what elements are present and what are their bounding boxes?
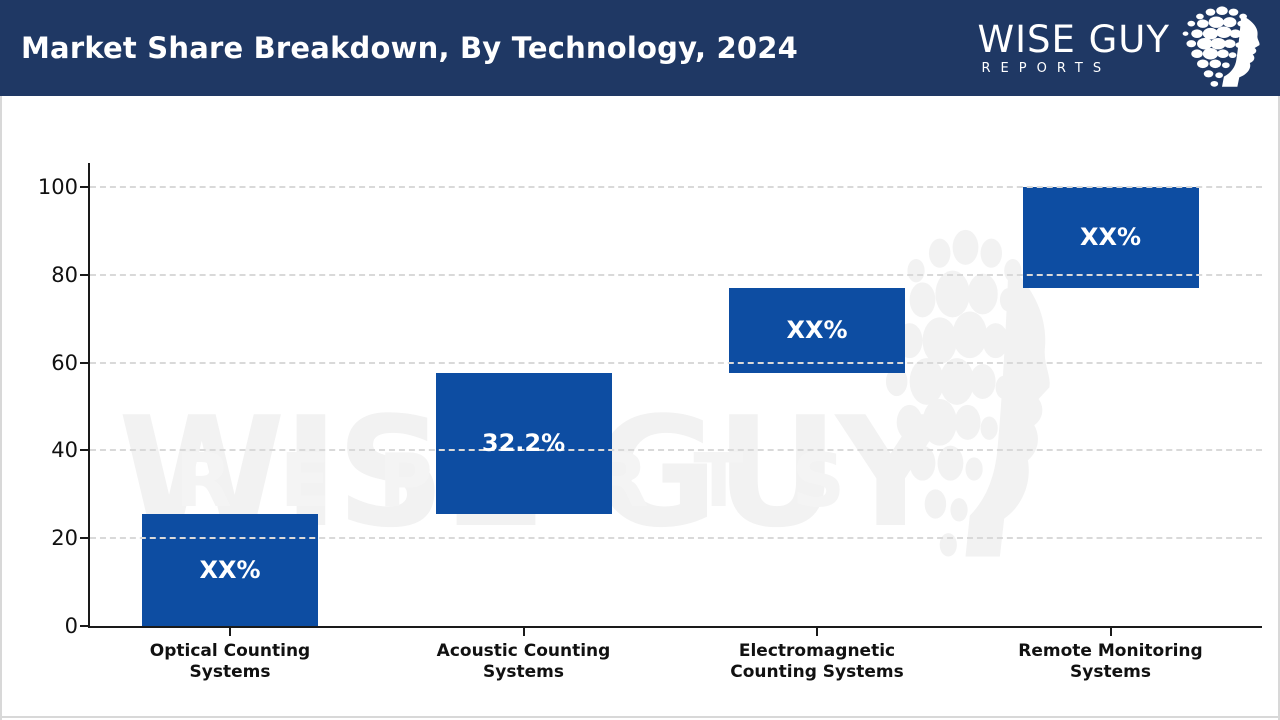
- wiseguy-head-icon: [1182, 6, 1260, 87]
- x-tick-mark: [1109, 628, 1112, 636]
- gridline: [90, 361, 1262, 364]
- category-label: Remote Monitoring Systems: [1018, 641, 1203, 683]
- y-tick-mark: [80, 186, 88, 188]
- y-tick-label: 100: [37, 175, 78, 199]
- frame-right-border: [1278, 96, 1280, 720]
- wiseguy-logo-text: WISE GUY REPORTS: [978, 21, 1170, 76]
- bar-segment: [729, 287, 905, 373]
- y-tick-label: 80: [51, 262, 78, 287]
- header-bar: Market Share Breakdown, By Technology, 2…: [0, 0, 1280, 96]
- y-tick-label: 20: [51, 526, 78, 551]
- bar-value-label: XX%: [786, 316, 848, 345]
- y-tick-mark: [80, 449, 88, 452]
- x-tick-mark: [229, 628, 231, 636]
- y-axis-line: [88, 163, 90, 628]
- category-label: Electromagnetic Counting Systems: [730, 641, 904, 683]
- x-axis-line: [88, 626, 1262, 628]
- bar-segment: [142, 514, 318, 626]
- logo-wordmark: WISE GUY: [977, 17, 1170, 61]
- y-tick-label: 40: [51, 438, 78, 463]
- category-label: Optical Counting Systems: [149, 641, 311, 683]
- y-tick-label: 60: [51, 350, 78, 375]
- y-tick-mark: [80, 273, 88, 276]
- frame-bottom-border: [0, 716, 1280, 718]
- bar-segment: [435, 372, 612, 515]
- gridline: [90, 273, 1262, 276]
- bar-value-label: 32.2%: [481, 429, 566, 458]
- watermark-head-icon: [877, 229, 1050, 557]
- logo-subtitle: REPORTS: [981, 60, 1112, 76]
- y-tick-mark: [80, 361, 88, 364]
- x-tick-mark: [522, 628, 525, 636]
- bar-segment: [1022, 187, 1199, 288]
- frame-left-border: [0, 96, 2, 720]
- y-tick-mark: [80, 625, 88, 627]
- bar-value-label: XX%: [1079, 223, 1142, 252]
- chart-area: WISE GUY REPORTS XX%32.2%XX%XX%020406080…: [0, 96, 1280, 720]
- gridline: [90, 449, 1262, 452]
- gridline: [90, 537, 1262, 540]
- x-tick-mark: [816, 628, 818, 636]
- y-tick-mark: [80, 537, 88, 540]
- wiseguy-logo: WISE GUY REPORTS: [978, 5, 1270, 91]
- page-title: Market Share Breakdown, By Technology, 2…: [21, 31, 799, 65]
- bar-value-label: XX%: [199, 556, 261, 585]
- gridline: [90, 186, 1262, 188]
- category-label: Acoustic Counting Systems: [436, 641, 611, 683]
- y-tick-label: 0: [64, 614, 78, 638]
